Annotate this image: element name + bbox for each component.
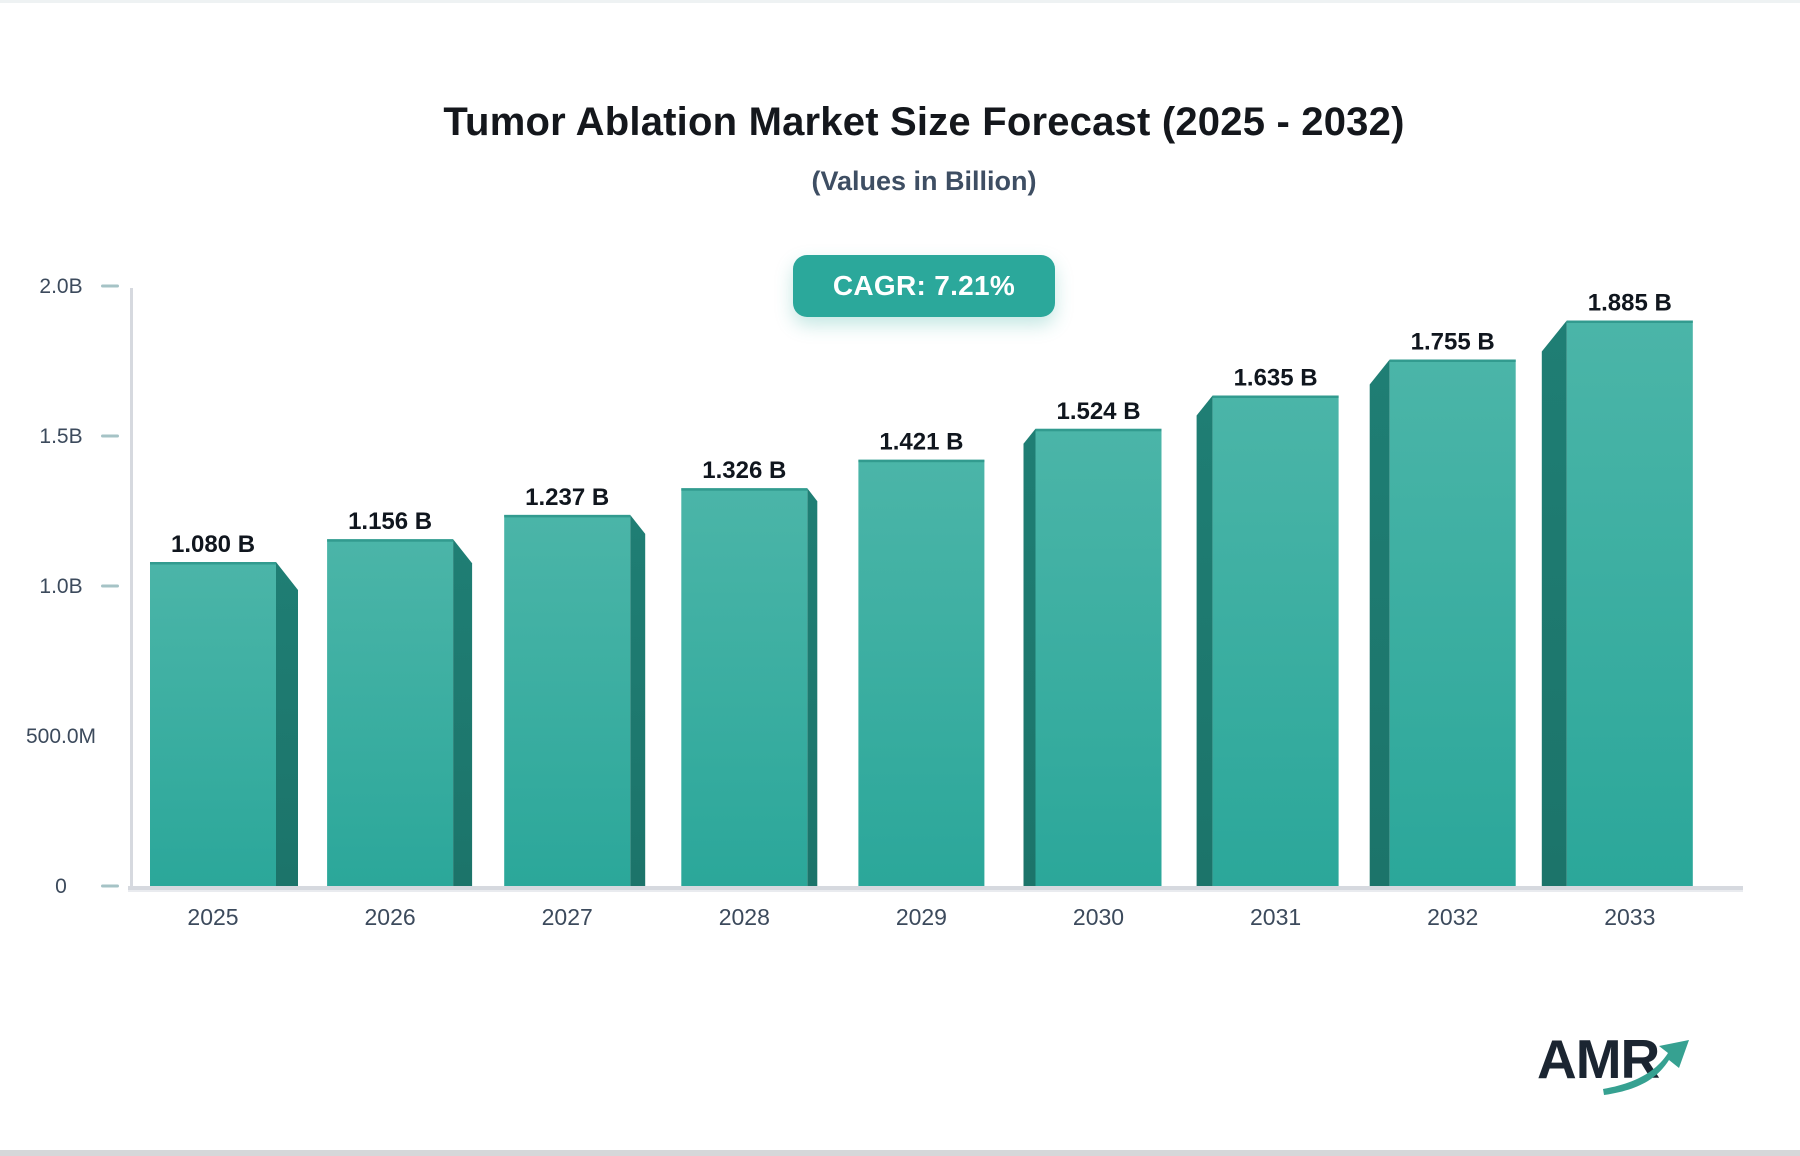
x-axis-label-2025: 2025 (187, 904, 238, 930)
growth-arrow-icon (1603, 1040, 1689, 1095)
bar-side-face (1541, 320, 1567, 886)
bar-2029: 1.421 B (858, 429, 985, 886)
bar-2028: 1.326 B (681, 457, 818, 886)
y-tick-mark (101, 434, 119, 438)
bar-value-label: 1.080 B (171, 531, 255, 558)
bar-2032: 1.755 B (1369, 329, 1516, 886)
y-tick-label: 1.5B (39, 425, 82, 448)
x-axis-label-2033: 2033 (1604, 904, 1655, 930)
x-axis-label-2031: 2031 (1250, 904, 1301, 930)
bar-side-face (453, 539, 473, 886)
y-tick-label: 500.0M (26, 725, 96, 748)
x-axis-label-2028: 2028 (719, 904, 770, 930)
bar-front-face (1389, 359, 1516, 886)
y-tick-label: 1.0B (39, 575, 82, 598)
y-axis-line (130, 288, 133, 890)
bar-front-face (1212, 395, 1339, 886)
bar-2025: 1.080 B (150, 531, 298, 886)
bar-2027: 1.237 B (504, 484, 646, 886)
x-axis-label-2029: 2029 (896, 904, 947, 930)
bar-side-face (276, 562, 298, 886)
bar-value-label: 1.885 B (1588, 290, 1672, 317)
bar-side-face (1369, 359, 1390, 886)
bar-side-face (630, 514, 646, 886)
page-bottom-edge (0, 1150, 1800, 1156)
x-axis-line-shadow (128, 890, 1743, 892)
bar-value-label: 1.156 B (348, 508, 432, 535)
bar-side-face (1023, 428, 1036, 886)
bar-2026: 1.156 B (327, 508, 473, 886)
amr-logo-text: AMR (1537, 1028, 1660, 1090)
y-tick-mark (101, 284, 119, 288)
bar-value-label: 1.421 B (879, 429, 963, 456)
page-top-edge (0, 0, 1800, 3)
bar-value-label: 1.755 B (1411, 329, 1495, 356)
y-tick-label: 2.0B (39, 275, 82, 298)
x-axis-label-2030: 2030 (1073, 904, 1124, 930)
bar-front-face (1566, 320, 1693, 886)
bar-front-face (327, 539, 454, 886)
bar-top-edge (327, 539, 454, 542)
y-tick-label: 0 (55, 875, 67, 898)
bar-top-edge (1212, 395, 1339, 398)
amr-logo: AMR (1537, 1032, 1717, 1122)
bar-side-face (1196, 395, 1213, 886)
y-tick-mark (101, 584, 119, 588)
bar-side-face (807, 488, 818, 886)
bar-value-label: 1.524 B (1056, 398, 1140, 425)
x-axis-label-2026: 2026 (365, 904, 416, 930)
bar-top-edge (681, 488, 808, 491)
bar-top-edge (150, 562, 276, 565)
x-axis-line (128, 886, 1743, 890)
bar-top-edge (504, 514, 631, 518)
bar-2033: 1.885 B (1541, 290, 1693, 886)
bar-value-label: 1.326 B (702, 457, 786, 484)
bar-2030: 1.524 B (1023, 398, 1162, 886)
bar-front-face (504, 514, 631, 886)
y-tick-mark (101, 884, 119, 888)
bar-front-face (150, 562, 276, 886)
y-axis: 2.0B 1.5B 1.0B 500.0M 0 (26, 275, 133, 898)
x-axis-label-2032: 2032 (1427, 904, 1478, 930)
bar-top-edge (1566, 320, 1693, 323)
chart-subtitle: (Values in Billion) (811, 166, 1037, 196)
bar-value-label: 1.635 B (1234, 365, 1318, 392)
bar-value-label: 1.237 B (525, 484, 609, 511)
chart-title: Tumor Ablation Market Size Forecast (202… (443, 100, 1405, 144)
bar-front-face (1035, 428, 1162, 886)
x-axis-label-2027: 2027 (542, 904, 593, 930)
cagr-badge-label: CAGR: 7.21% (832, 270, 1016, 301)
bar-front-face (858, 459, 985, 886)
bar-top-edge (858, 459, 985, 463)
bar-top-edge (1389, 359, 1516, 362)
bar-top-edge (1035, 428, 1162, 432)
cagr-badge: CAGR: 7.21% (793, 255, 1055, 317)
bar-front-face (681, 488, 808, 886)
bars: 1.080 B 2025 1.156 B 2026 1.237 B 2027 1.326 B… (150, 290, 1693, 930)
bar-2031: 1.635 B (1196, 365, 1339, 886)
